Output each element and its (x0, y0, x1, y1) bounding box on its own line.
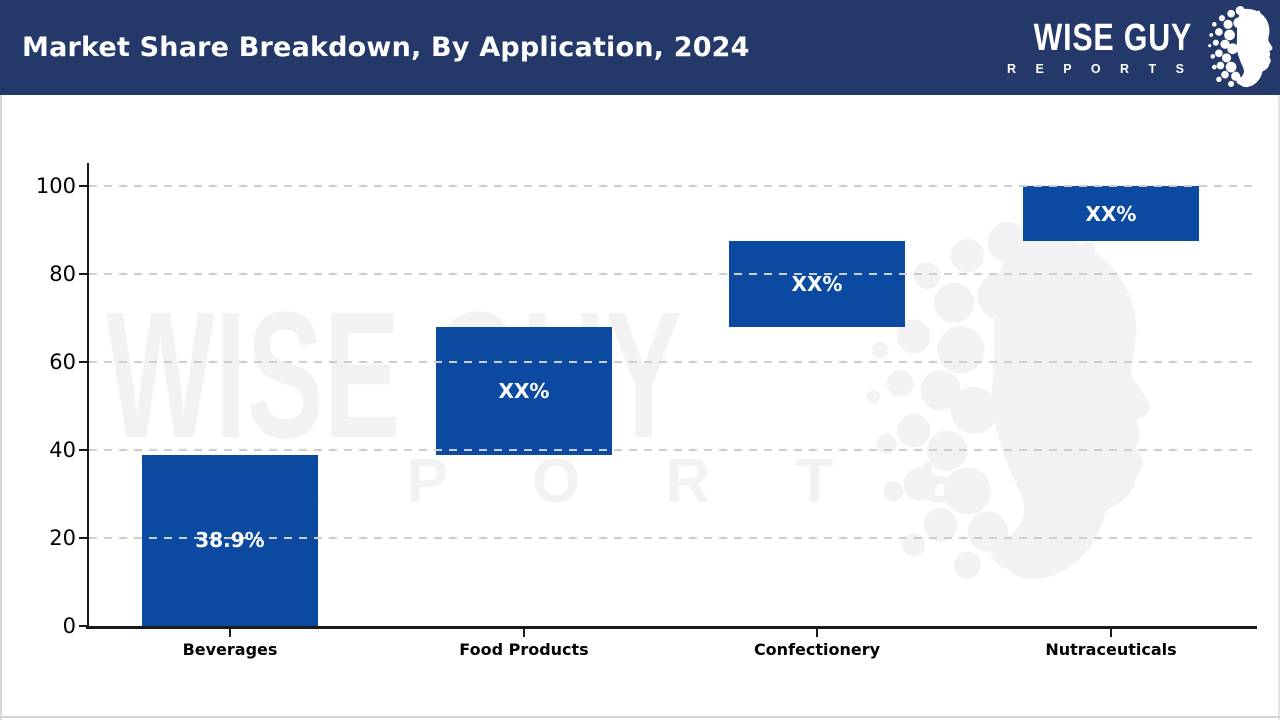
frame-edge-bottom (0, 716, 1280, 718)
frame-edge-left (0, 95, 2, 720)
brand-logo: WISE GUY R E P O R T S (994, 17, 1192, 76)
y-axis-tick-label: 40 (49, 438, 76, 462)
brand-name: WISE GUY (1033, 17, 1192, 59)
y-axis-tick-label: 20 (49, 526, 76, 550)
gridline-80 (89, 273, 1257, 275)
wiseguy-face-icon (1208, 6, 1273, 88)
bar-nutraceuticals (1023, 186, 1199, 241)
y-axis-tick-label: 80 (49, 262, 76, 286)
y-axis-line (87, 163, 89, 628)
y-axis-tick-mark (79, 361, 88, 363)
page-title: Market Share Breakdown, By Application, … (22, 32, 750, 63)
x-axis-line (86, 626, 1257, 629)
bar-value-label: 38.9% (195, 528, 265, 553)
y-axis-tick-mark (79, 625, 88, 627)
y-axis-tick-mark (79, 537, 88, 539)
y-axis-tick-label: 100 (35, 174, 76, 198)
gridline-40 (89, 449, 1257, 451)
bar-food-products (436, 326, 612, 455)
y-axis-tick-label: 0 (62, 614, 76, 638)
x-axis-category-label: Confectionery (753, 640, 881, 659)
y-axis-tick-label: 60 (49, 350, 76, 374)
frame-edge-right (1278, 95, 1280, 720)
gridline-60 (89, 361, 1257, 363)
bar-confectionery (729, 241, 905, 327)
x-axis-category-label: Nutraceuticals (1045, 640, 1177, 659)
header-bar: Market Share Breakdown, By Application, … (0, 0, 1280, 95)
x-axis-tick-mark (816, 629, 818, 637)
bar-beverages (142, 454, 318, 626)
bar-value-label: XX% (791, 271, 843, 296)
y-axis-tick-mark (79, 185, 88, 187)
gridline-20 (89, 537, 1257, 539)
x-axis-tick-mark (1110, 629, 1112, 637)
bar-value-label: XX% (498, 378, 550, 403)
watermark-face-icon (866, 222, 1150, 580)
x-axis-tick-mark (229, 629, 231, 637)
y-axis-tick-mark (79, 449, 88, 451)
gridline-100 (89, 185, 1257, 187)
brand-subname: R E P O R T S (1006, 61, 1192, 76)
x-axis-tick-mark (523, 629, 525, 637)
x-axis-category-label: Beverages (182, 640, 278, 659)
bar-value-label: XX% (1085, 201, 1137, 226)
x-axis-category-label: Food Products (459, 640, 589, 659)
y-axis-tick-mark (79, 273, 88, 275)
